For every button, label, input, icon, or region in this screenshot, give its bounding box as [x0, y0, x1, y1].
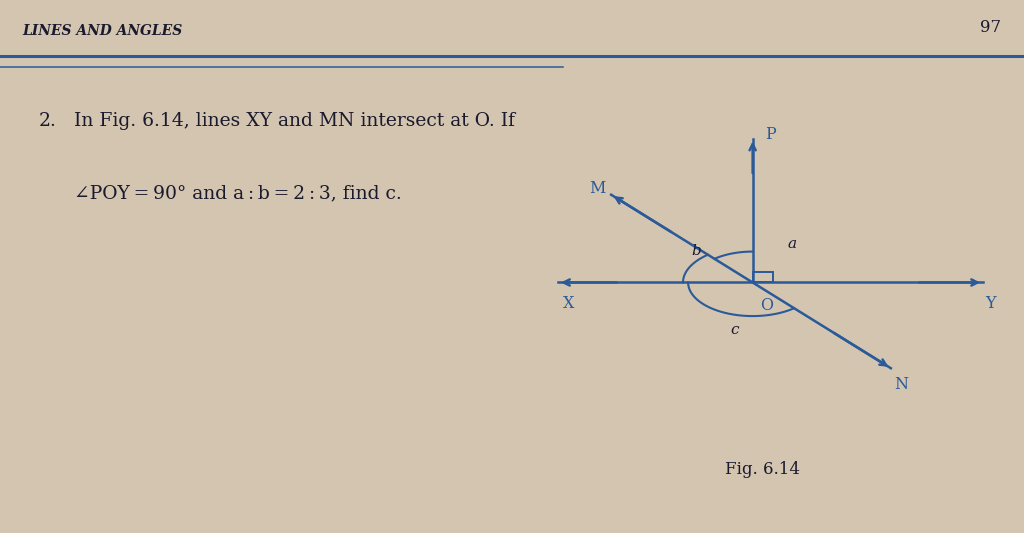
Text: P: P	[765, 126, 775, 143]
Text: 2.: 2.	[39, 112, 56, 130]
Text: a: a	[787, 237, 796, 251]
Text: LINES AND ANGLES: LINES AND ANGLES	[23, 24, 182, 38]
Text: Fig. 6.14: Fig. 6.14	[725, 461, 801, 478]
Text: O: O	[761, 297, 773, 314]
Text: 97: 97	[980, 19, 1001, 36]
Text: M: M	[590, 180, 606, 197]
Text: c: c	[730, 324, 738, 337]
Text: N: N	[894, 376, 908, 393]
Text: ∠POY = 90° and a : b = 2 : 3, find c.: ∠POY = 90° and a : b = 2 : 3, find c.	[74, 184, 401, 202]
Text: X: X	[562, 295, 574, 312]
Text: In Fig. 6.14, lines XY and MN intersect at O. If: In Fig. 6.14, lines XY and MN intersect …	[74, 112, 515, 130]
Text: Y: Y	[985, 295, 995, 312]
Text: b: b	[691, 244, 701, 257]
